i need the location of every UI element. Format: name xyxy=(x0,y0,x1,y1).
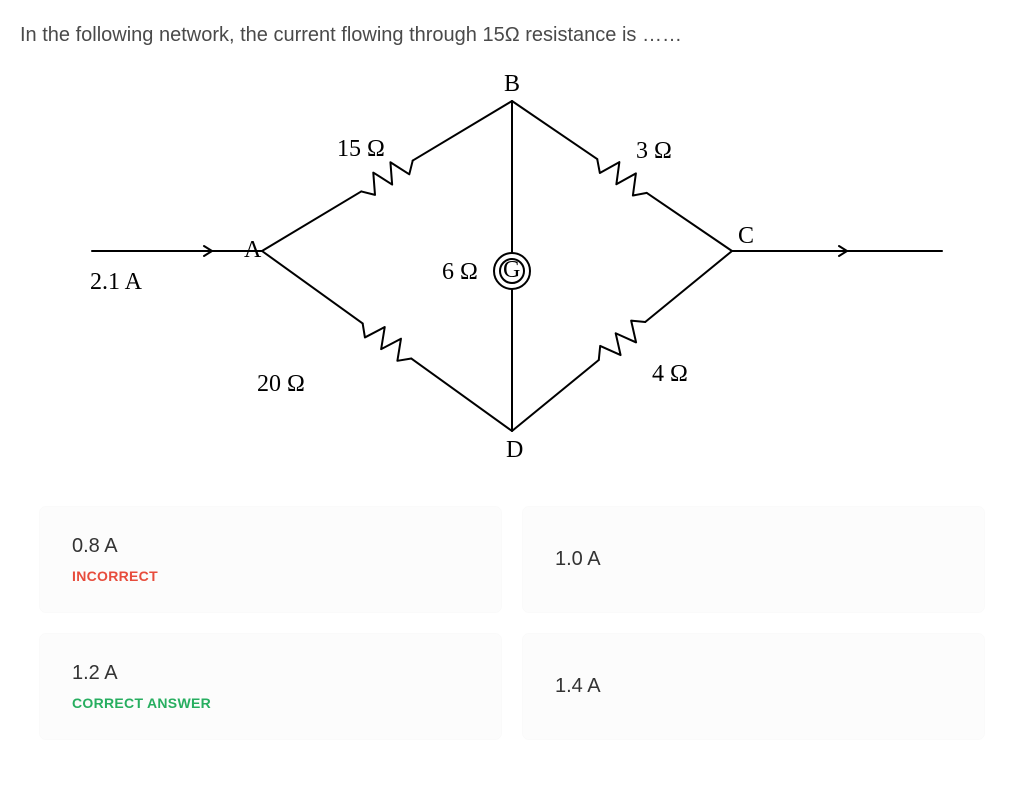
answers-grid: 0.8 AINCORRECT1.0 A1.2 ACORRECT ANSWER1.… xyxy=(20,507,1004,739)
diagram-label: D xyxy=(506,437,523,464)
diagram-label: 2.1 A xyxy=(90,269,142,296)
diagram-label: 3 Ω xyxy=(636,138,672,165)
circuit-diagram: 15 Ω 3 Ω 20 Ω 4 Ω 6 Ω G A B C D 2.1 A xyxy=(72,61,952,471)
diagram-label: 6 Ω xyxy=(442,259,478,286)
diagram-label: G xyxy=(503,257,520,284)
diagram-label: B xyxy=(504,71,520,98)
diagram-label: A xyxy=(244,237,261,264)
answer-option-2[interactable]: 1.0 A xyxy=(523,507,984,612)
answer-option-1[interactable]: 0.8 A INCORRECT xyxy=(40,507,501,612)
answer-text: 1.4 A xyxy=(555,675,952,698)
answer-text: 0.8 A xyxy=(72,535,469,558)
circuit-diagram-wrapper: 15 Ω 3 Ω 20 Ω 4 Ω 6 Ω G A B C D 2.1 A xyxy=(20,61,1004,471)
diagram-label: 20 Ω xyxy=(257,371,305,398)
answer-option-3[interactable]: 1.2 A CORRECT ANSWER xyxy=(40,634,501,739)
answer-status: INCORRECT xyxy=(72,568,469,584)
diagram-label: 4 Ω xyxy=(652,361,688,388)
answer-status: CORRECT ANSWER xyxy=(72,695,469,711)
question-text: In the following network, the current fl… xyxy=(20,24,1004,47)
answer-text: 1.0 A xyxy=(555,548,952,571)
answer-option-4[interactable]: 1.4 A xyxy=(523,634,984,739)
answer-text: 1.2 A xyxy=(72,662,469,685)
diagram-label: C xyxy=(738,223,754,250)
diagram-label: 15 Ω xyxy=(337,136,385,163)
